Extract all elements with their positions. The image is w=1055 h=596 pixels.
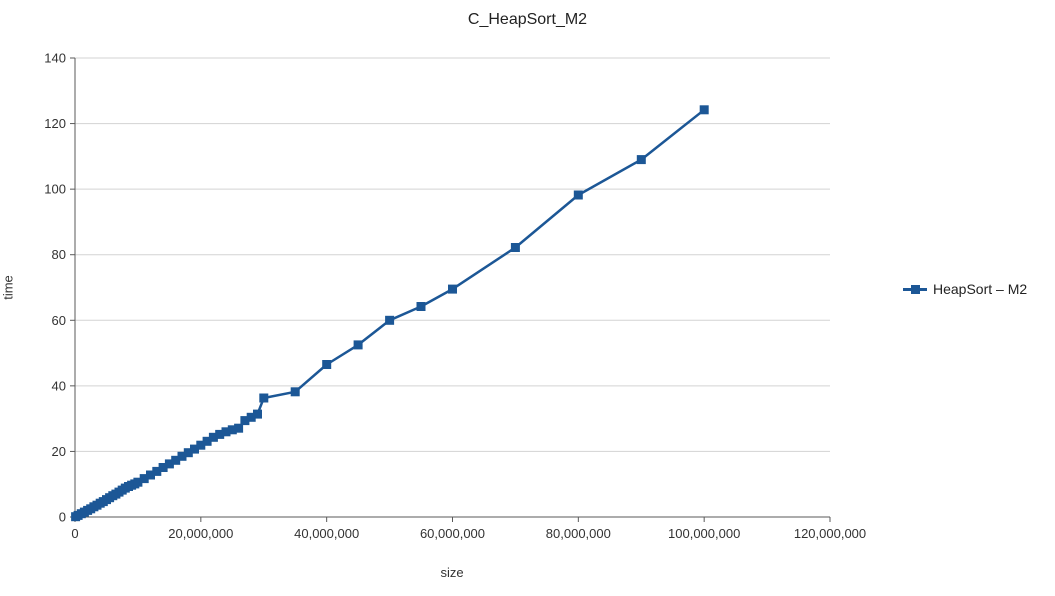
- svg-text:40: 40: [52, 378, 66, 393]
- svg-text:60,000,000: 60,000,000: [420, 526, 485, 541]
- legend-series-label: HeapSort – M2: [933, 281, 1028, 297]
- legend-marker: [910, 284, 920, 294]
- svg-text:0: 0: [71, 526, 78, 541]
- svg-text:20,000,000: 20,000,000: [168, 526, 233, 541]
- svg-text:60: 60: [52, 313, 66, 328]
- svg-text:140: 140: [44, 51, 66, 66]
- svg-text:120,000,000: 120,000,000: [794, 526, 866, 541]
- svg-text:0: 0: [59, 510, 66, 525]
- svg-text:40,000,000: 40,000,000: [294, 526, 359, 541]
- legend-series-marker-icon: [903, 284, 927, 294]
- svg-text:80,000,000: 80,000,000: [546, 526, 611, 541]
- svg-text:100,000,000: 100,000,000: [668, 526, 740, 541]
- chart-title: C_HeapSort_M2: [467, 11, 588, 28]
- svg-text:80: 80: [52, 247, 66, 262]
- svg-text:20: 20: [52, 444, 66, 459]
- svg-text:120: 120: [44, 116, 66, 131]
- x-axis-title: size: [440, 565, 464, 580]
- svg-text:100: 100: [44, 182, 66, 197]
- legend: HeapSort – M2: [903, 281, 1027, 297]
